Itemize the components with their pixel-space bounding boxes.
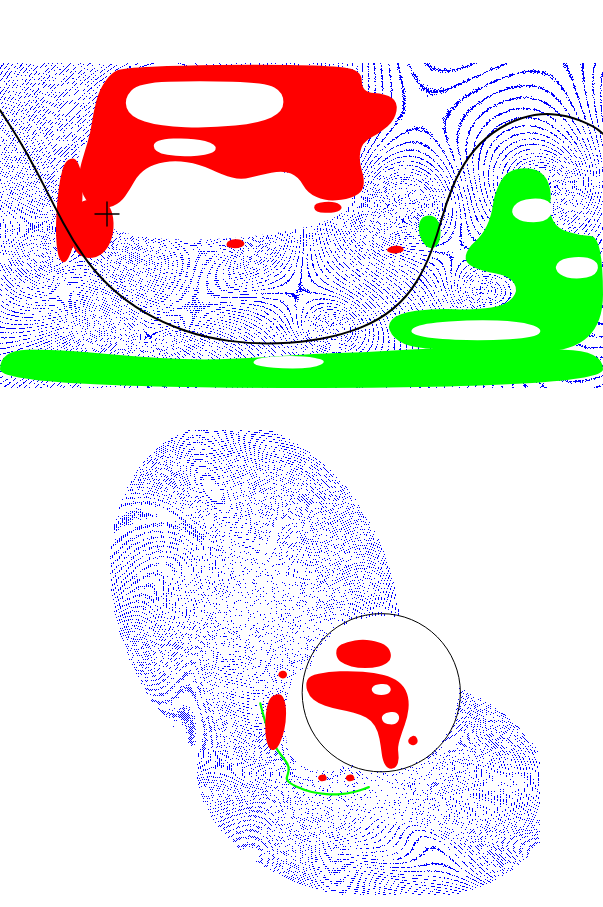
planar-projection-canvas[interactable] xyxy=(0,63,603,388)
planar-projection-panel[interactable] xyxy=(0,63,603,388)
deformed-projection-canvas[interactable] xyxy=(80,430,540,895)
deformed-projection-panel[interactable] xyxy=(80,430,540,895)
